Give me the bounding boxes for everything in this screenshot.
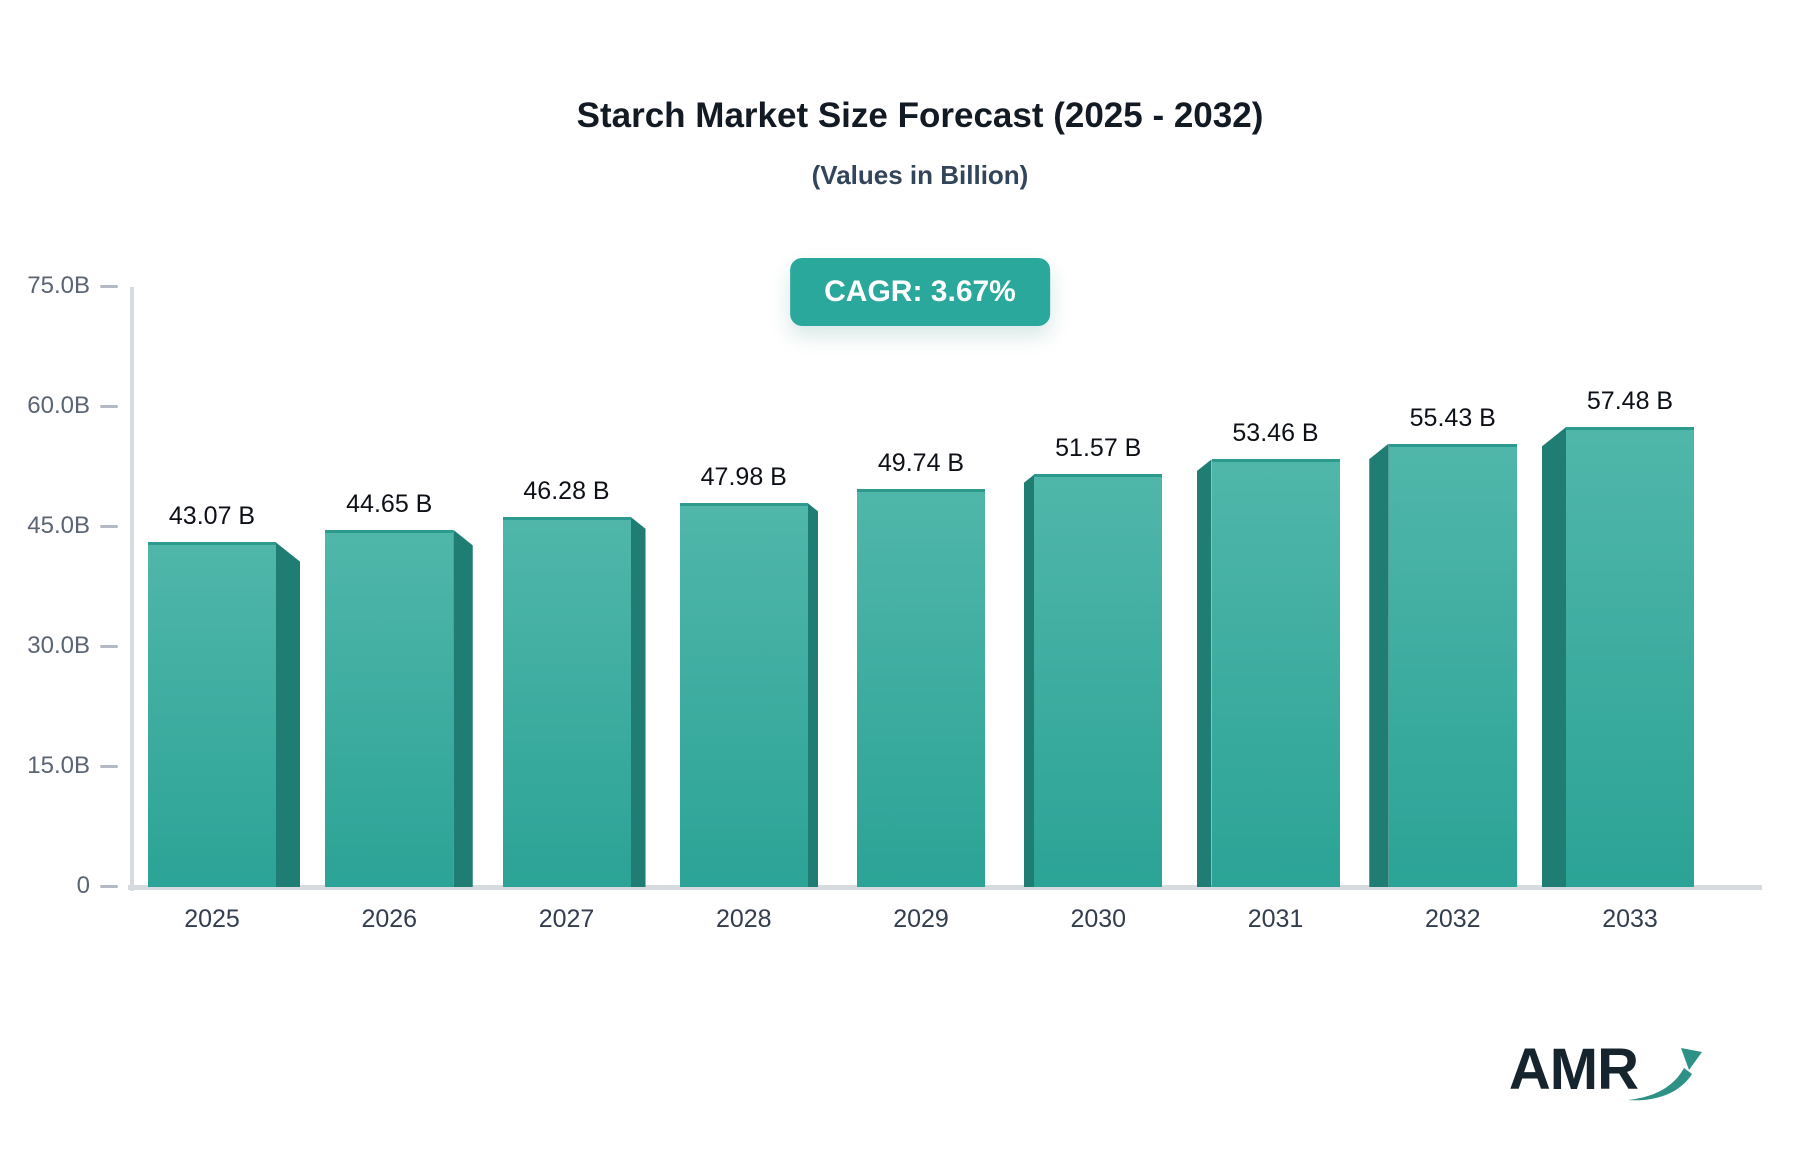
y-tick-label: 30.0B: [27, 632, 90, 659]
x-axis-label: 2025: [184, 905, 240, 933]
x-axis-label: 2026: [361, 905, 418, 933]
y-tick-dash: [100, 525, 118, 528]
chart-title: Starch Market Size Forecast (2025 - 2032…: [576, 96, 1264, 135]
y-tick-label: 15.0B: [27, 752, 90, 779]
bar-front-2027: [502, 516, 631, 887]
bar-front-2028: [679, 503, 808, 887]
bar-value-label: 53.46 B: [1232, 419, 1319, 448]
bar-value-label: 57.48 B: [1586, 387, 1674, 416]
cagr-badge: CAGR: 3.67%: [790, 258, 1050, 326]
x-axis-label: 2031: [1247, 905, 1304, 933]
bar-front-2025: [148, 542, 276, 887]
x-axis-line: [128, 885, 1762, 890]
bar-value-label: 43.07 B: [168, 502, 256, 531]
x-axis-label: 2033: [1602, 905, 1658, 933]
growth-arrow-icon: [1628, 1048, 1702, 1101]
bar-value-label: 47.98 B: [700, 463, 787, 492]
bar-front-2032: [1388, 443, 1517, 887]
x-axis-label: 2029: [893, 905, 949, 933]
amr-logo-text: AMR: [1508, 1037, 1639, 1102]
x-axis-label: 2030: [1070, 905, 1127, 933]
bar-front-2030: [1034, 474, 1163, 887]
y-tick-dash: [100, 405, 118, 408]
bar-side-2028: [807, 503, 819, 887]
bar-value-label: 49.74 B: [877, 449, 965, 478]
bar-front-2026: [325, 529, 454, 887]
y-tick-dash: [100, 285, 118, 288]
y-axis-line: [130, 287, 134, 891]
bar-side-2033: [1542, 427, 1566, 887]
bar-value-label: 46.28 B: [523, 476, 610, 505]
amr-logo: AMR: [1509, 1036, 1702, 1104]
y-tick-label: 75.0B: [27, 272, 90, 299]
chart-subtitle: (Values in Billion): [811, 160, 1029, 190]
y-tick-dash: [100, 645, 118, 648]
bar-side-2030: [1023, 474, 1035, 887]
bar-front-2031: [1211, 459, 1340, 887]
bar-value-label: 55.43 B: [1409, 403, 1496, 432]
x-axis-label: 2027: [538, 905, 595, 933]
bar-value-label: 44.65 B: [346, 489, 433, 518]
bar-side-2026: [453, 529, 473, 887]
bar-side-2031: [1196, 459, 1212, 887]
bar-side-2025: [276, 542, 300, 887]
bar-side-2032: [1369, 443, 1389, 887]
y-tick-label: 45.0B: [27, 512, 90, 539]
x-axis-label: 2028: [715, 905, 772, 933]
y-tick-label: 0: [76, 872, 90, 899]
y-tick-dash: [100, 765, 118, 768]
bar-side-2027: [630, 516, 646, 887]
bar-front-2033: [1566, 427, 1694, 887]
bar-value-label: 51.57 B: [1055, 434, 1142, 463]
y-tick-label: 60.0B: [27, 392, 90, 419]
bar-front-2029: [857, 489, 985, 887]
x-axis-label: 2032: [1424, 905, 1481, 933]
y-tick-dash: [100, 885, 118, 888]
